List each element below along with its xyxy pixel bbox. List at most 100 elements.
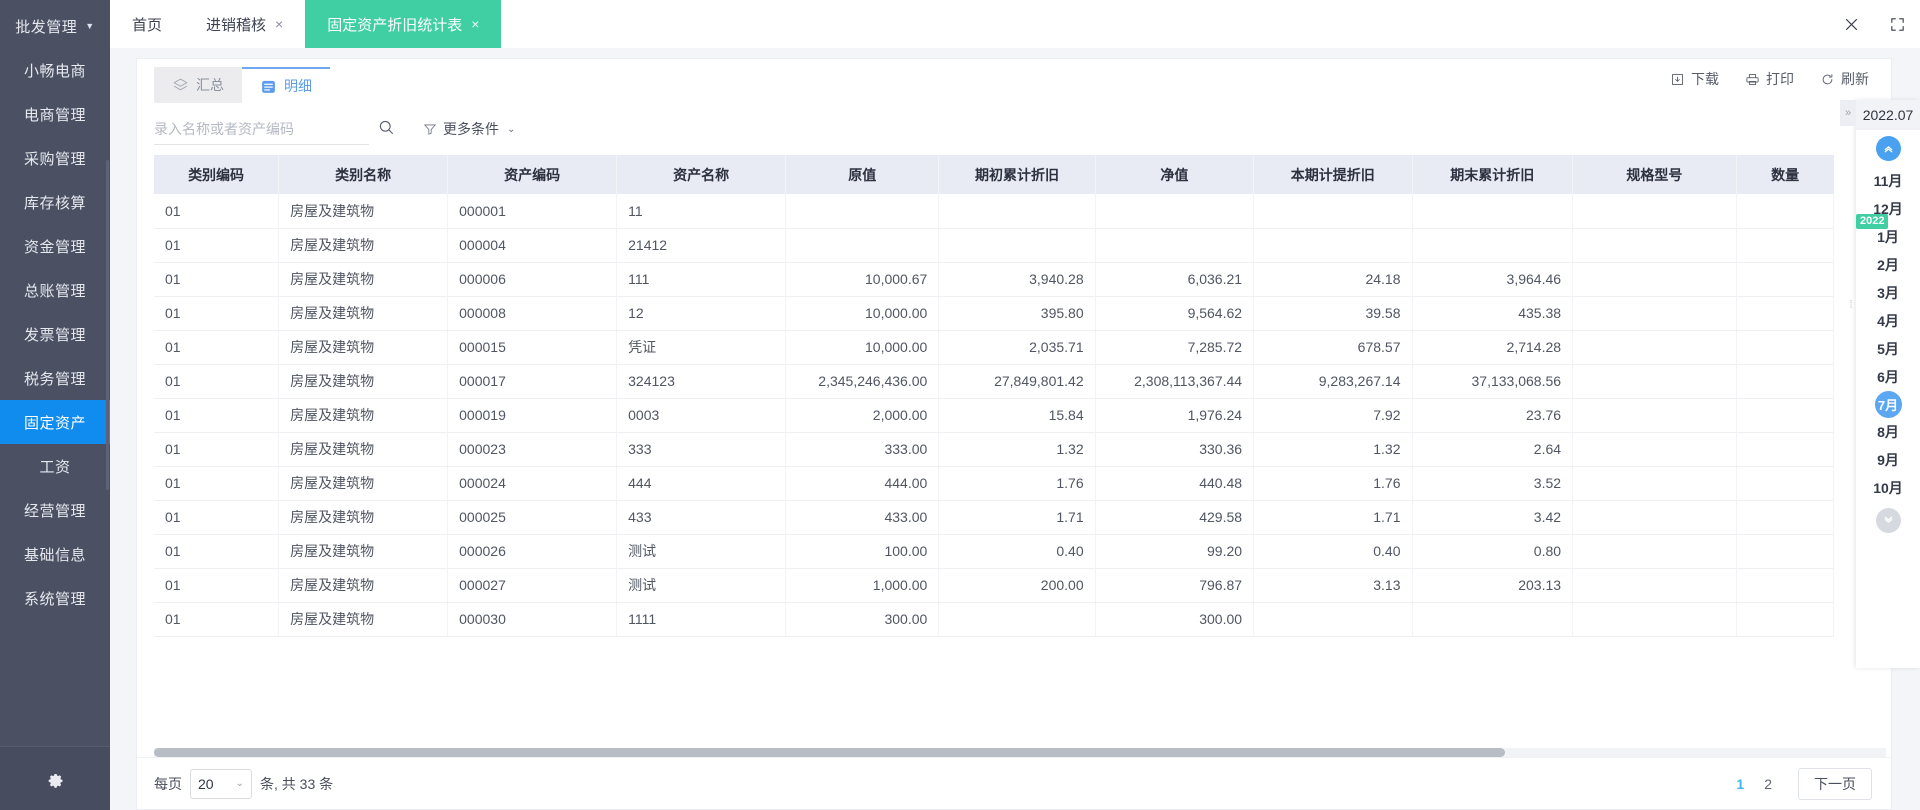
table-cell	[1253, 194, 1413, 229]
table-cell: 1.32	[938, 432, 1096, 467]
table-row[interactable]: 01 房屋及建筑物 000017 324123 2,345,246,436.00 27,8…	[154, 364, 1835, 399]
table-cell: 000025	[447, 500, 618, 535]
sidebar-item-3[interactable]: 采购管理	[0, 136, 110, 180]
sidebar-settings[interactable]	[0, 746, 110, 810]
tab-close-icon[interactable]: ×	[471, 16, 480, 32]
page-1-button[interactable]: 1	[1736, 775, 1745, 792]
window-tab-2[interactable]: 固定资产折旧统计表 ×	[305, 0, 502, 48]
table-cell	[1412, 228, 1574, 263]
sidebar-item-0[interactable]: 批发管理 ▼	[0, 4, 110, 48]
table-row[interactable]: 01 房屋及建筑物 000015 凭证 10,000.00 2,035.71 7,285.7…	[154, 330, 1835, 365]
table-row[interactable]: 01 房屋及建筑物 000024 444 444.00 1.76 440.48 1.76 3.5…	[154, 466, 1835, 501]
search-input[interactable]	[154, 120, 369, 137]
sidebar-item-1[interactable]: 小畅电商	[0, 48, 110, 92]
sidebar-item-9[interactable]: 固定资产	[0, 400, 110, 444]
table-row[interactable]: 01 房屋及建筑物 000023 333 333.00 1.32 330.36 1.32 2.6…	[154, 432, 1835, 467]
sidebar-item-11[interactable]: 经营管理	[0, 488, 110, 532]
table-cell: 333	[616, 432, 787, 467]
table-row[interactable]: 01 房屋及建筑物 000008 12 10,000.00 395.80 9,564.62 3…	[154, 296, 1835, 331]
print-button[interactable]: 打印	[1745, 69, 1794, 89]
month-item-9[interactable]: 8月	[1877, 424, 1899, 440]
month-item-10[interactable]: 9月	[1877, 452, 1899, 468]
month-item-2[interactable]: 1月	[1877, 229, 1899, 245]
table-col-header[interactable]: 原值	[785, 155, 940, 194]
window-fullscreen-button[interactable]	[1874, 0, 1920, 48]
next-page-button[interactable]: 下一页	[1798, 767, 1872, 800]
tab-detail[interactable]: 明细	[242, 67, 330, 103]
sidebar-item-label: 经营管理	[23, 502, 86, 520]
month-item-3[interactable]: 2月	[1877, 257, 1899, 273]
month-item-7[interactable]: 6月	[1877, 369, 1899, 385]
page-2-button[interactable]: 2	[1764, 775, 1772, 792]
month-item-5[interactable]: 4月	[1877, 313, 1899, 329]
chevron-double-up-icon	[1884, 146, 1892, 153]
table-col-header[interactable]: 类别名称	[278, 155, 449, 194]
window-tab-0[interactable]: 首页	[110, 0, 184, 48]
sidebar-item-12[interactable]: 基础信息	[0, 532, 110, 576]
more-conditions-button[interactable]: 更多条件 ⌄	[423, 119, 515, 139]
download-button[interactable]: 下载	[1670, 69, 1719, 89]
table-hscrollbar-thumb[interactable]	[154, 748, 1505, 757]
refresh-icon	[1822, 73, 1833, 84]
table-cell: 9,283,267.14	[1253, 364, 1413, 399]
table-cell	[785, 194, 940, 229]
window-close-button[interactable]	[1828, 0, 1874, 48]
month-scroll-down-button[interactable]	[1875, 508, 1901, 533]
table-row[interactable]: 01 房屋及建筑物 000025 433 433.00 1.71 429.58 1.71 3.4…	[154, 500, 1835, 535]
per-page-select[interactable]: 20 ⌄	[190, 768, 252, 799]
table-col-header[interactable]: 类别编码	[154, 155, 280, 194]
table-row[interactable]: 01 房屋及建筑物 000001 11	[154, 194, 1835, 229]
month-item-8[interactable]: 7月	[1874, 391, 1902, 418]
sidebar-item-8[interactable]: 税务管理	[0, 356, 110, 400]
month-item-4[interactable]: 3月	[1877, 285, 1899, 301]
month-item-0[interactable]: 11月	[1873, 173, 1903, 189]
sidebar-item-13[interactable]: 系统管理	[0, 576, 110, 620]
table-row[interactable]: 01 房屋及建筑物 000027 测试 1,000.00 200.00 796.87 3.13…	[154, 568, 1835, 603]
table-col-header[interactable]: 净值	[1095, 155, 1255, 194]
table-cell: 房屋及建筑物	[278, 296, 449, 331]
tab-summary[interactable]: 汇总	[154, 67, 242, 103]
table-scroll-container[interactable]: 类别编码 类别名称 资产编码 资产名称 原值 期初累计折旧 净值 本期计提折旧 期末累计折旧 规格…	[137, 155, 1891, 757]
sidebar-scroll[interactable]: 批发管理 ▼ 小畅电商 电商管理 采购管理 库存核算 资金管理总账管理发票管理 税务管理 固定资…	[0, 0, 110, 746]
sidebar-scrollbar[interactable]	[106, 160, 109, 490]
month-item-11[interactable]: 10月	[1873, 480, 1903, 496]
sidebar-item-label: 总账管理	[23, 282, 86, 300]
table-cell: 2,035.71	[938, 330, 1096, 365]
search-box[interactable]	[154, 113, 369, 145]
table-cell: 99.20	[1095, 534, 1255, 569]
table-col-header[interactable]: 期初累计折旧	[938, 155, 1096, 194]
table-col-header[interactable]: 数量	[1736, 155, 1834, 194]
search-button[interactable]	[377, 118, 395, 141]
month-panel-collapse-button[interactable]: »	[1840, 100, 1856, 126]
table-row[interactable]: 01 房屋及建筑物 000004 21412	[154, 228, 1835, 263]
refresh-button[interactable]: 刷新	[1820, 69, 1869, 89]
table-cell: 01	[154, 228, 280, 263]
tab-close-icon[interactable]: ×	[275, 16, 284, 32]
sidebar-item-6[interactable]: 总账管理	[0, 268, 110, 312]
table-hscrollbar-track[interactable]	[154, 748, 1886, 757]
table-header-row: 类别编码 类别名称 资产编码 资产名称 原值 期初累计折旧 净值 本期计提折旧 期末累计折旧 规格…	[154, 155, 1834, 194]
table-col-header[interactable]: 资产编码	[447, 155, 618, 194]
window-tab-1[interactable]: 进销稽核 ×	[184, 0, 305, 48]
sidebar-item-5[interactable]: 资金管理	[0, 224, 110, 268]
report-panel: 汇总 明细	[136, 58, 1892, 810]
month-item-6[interactable]: 5月	[1877, 341, 1899, 357]
table-col-header[interactable]: 资产名称	[616, 155, 787, 194]
sidebar-item-7[interactable]: 发票管理	[0, 312, 110, 356]
table-col-header[interactable]: 本期计提折旧	[1253, 155, 1413, 194]
table-row[interactable]: 01 房屋及建筑物 000019 0003 2,000.00 15.84 1,976.24 7…	[154, 398, 1835, 433]
period-value[interactable]: 2022.07	[1856, 100, 1920, 130]
month-item-1[interactable]: 12月	[1873, 201, 1903, 217]
table-cell: 21412	[616, 228, 787, 263]
sidebar-item-10[interactable]: 工资	[0, 444, 110, 488]
panel-split-handle[interactable]: ⁞	[1849, 299, 1853, 311]
table-col-header[interactable]: 期末累计折旧	[1412, 155, 1574, 194]
table-col-header[interactable]: 规格型号	[1572, 155, 1737, 194]
month-scroll-up-button[interactable]	[1875, 136, 1901, 161]
table-row[interactable]: 01 房屋及建筑物 000006 111 10,000.67 3,940.28 6,036.…	[154, 262, 1835, 297]
table-row[interactable]: 01 房屋及建筑物 000030 1111 300.00 300.00	[154, 602, 1835, 637]
table-row[interactable]: 01 房屋及建筑物 000026 测试 100.00 0.40 99.20 0.40 0.80	[154, 534, 1835, 569]
sidebar-item-2[interactable]: 电商管理	[0, 92, 110, 136]
sidebar-item-4[interactable]: 库存核算	[0, 180, 110, 224]
